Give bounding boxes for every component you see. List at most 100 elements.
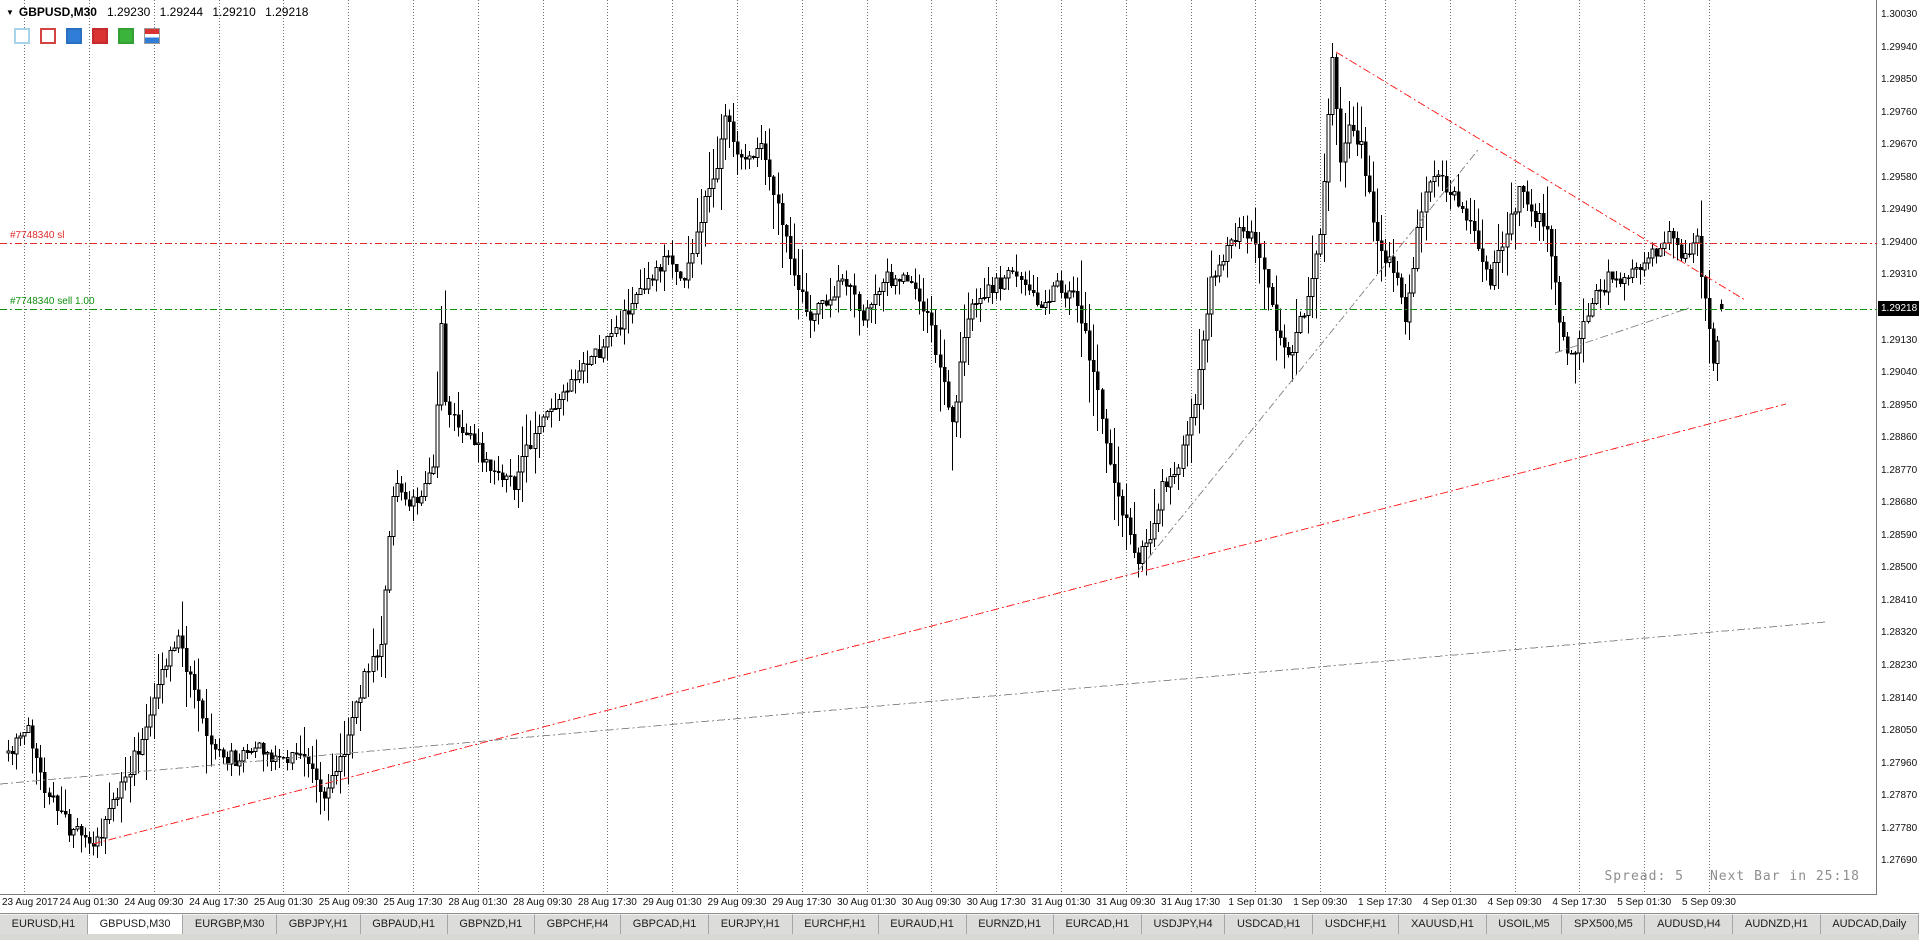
time-axis-label: 24 Aug 09:30 [124,897,184,908]
price-axis-label: 1.27870 [1881,790,1918,802]
time-axis-label: 4 Sep 09:30 [1487,897,1542,908]
chart-tab-eurgbp-m30[interactable]: EURGBP,M30 [183,914,278,934]
time-axis-label: 28 Aug 09:30 [513,897,573,908]
time-axis-label: 30 Aug 17:30 [966,897,1026,908]
time-axis-label: 5 Sep 01:30 [1617,897,1672,908]
chart-tab-eurnzd-h1[interactable]: EURNZD,H1 [966,914,1054,934]
time-axis-label: 24 Aug 17:30 [189,897,249,908]
toolbar-swatches [14,28,160,44]
swatch-striped-flag-icon[interactable] [144,28,160,44]
price-axis-label: 1.29760 [1881,106,1918,118]
chart-tab-gbpjpy-h1[interactable]: GBPJPY,H1 [277,914,361,934]
trendline-steep-ascending-gray[interactable] [1137,149,1479,572]
chart-tab-usoil-m5[interactable]: USOIL,M5 [1486,914,1563,934]
candle-wicks [8,43,1722,858]
chart-tab-eurjpy-h1[interactable]: EURJPY,H1 [709,914,793,934]
chart-symbol-title: GBPUSD,M30 [18,5,97,19]
time-axis-label: 1 Sep 17:30 [1358,897,1412,908]
time-axis-label: 30 Aug 09:30 [901,897,961,908]
time-axis-label: 25 Aug 09:30 [318,897,378,908]
swatch-solid-blue-icon[interactable] [66,28,82,44]
chart-tab-audnzd-h1[interactable]: AUDNZD,H1 [1733,914,1821,934]
time-axis-label: 4 Sep 17:30 [1552,897,1607,908]
time-axis-label: 29 Aug 01:30 [642,897,702,908]
chart-tab-gbpusd-m30[interactable]: GBPUSD,M30 [87,914,184,934]
current-price-badge: 1.29218 [1878,300,1919,316]
price-axis-label: 1.28230 [1881,660,1918,671]
swatch-outline-red-icon[interactable] [40,28,56,44]
time-axis-label: 28 Aug 01:30 [448,897,508,908]
chart-tabs-bar: EURUSD,H1 GBPUSD,M30 EURGBP,M30 GBPJPY,H1 GB… [0,913,1919,934]
price-axis-label: 1.28590 [1881,529,1918,541]
price-axis-label: 1.29940 [1881,41,1918,53]
trendline-minor-support-gray[interactable] [1554,307,1690,354]
time-axis-label: 29 Aug 17:30 [772,897,832,908]
chart-tab-usdchf-h1[interactable]: USDCHF,H1 [1313,914,1400,934]
time-axis-label: 31 Aug 01:30 [1031,897,1091,908]
price-axis-label: 1.28050 [1881,725,1918,737]
chart-tab-eurusd-h1[interactable]: EURUSD,H1 [0,914,88,934]
candlestick-chart [0,0,1877,895]
price-axis-label: 1.27780 [1881,822,1918,834]
chart-plot-area[interactable]: ▼ GBPUSD,M30 1.29230 1.29244 1.29210 1.2… [0,0,1877,895]
chart-tab-gbpnzd-h1[interactable]: GBPNZD,H1 [447,914,535,934]
chart-tab-spx500-m5[interactable]: SPX500,M5 [1562,914,1646,934]
price-axis-label: 1.27690 [1881,855,1918,867]
chart-tab-gbpchf-h4[interactable]: GBPCHF,H4 [535,914,622,934]
chart-tab-usdjpy-h4[interactable]: USDJPY,H4 [1141,914,1226,934]
price-axis-label: 1.27960 [1881,757,1918,769]
time-axis-label: 25 Aug 17:30 [383,897,443,908]
stoploss-line-label: #7748340 sl [10,229,65,241]
price-axis-label: 1.28770 [1881,464,1918,476]
price-axis-label: 1.29040 [1881,367,1918,379]
price-axis-label: 1.29310 [1881,269,1918,281]
chart-tab-audusd-h4[interactable]: AUDUSD,H4 [1645,914,1734,934]
time-axis-label: 1 Sep 01:30 [1228,897,1283,908]
candle-bodies-bull [6,56,1720,847]
spread-label: Spread: 5 [1604,869,1684,884]
trendline-rising-support-red[interactable] [92,403,1787,845]
swatch-solid-green-icon[interactable] [118,28,134,44]
time-axis-label: 30 Aug 01:30 [837,897,897,908]
chart-tab-xauusd-h1[interactable]: XAUUSD,H1 [1399,914,1487,934]
time-axis-label: 5 Sep 09:30 [1682,897,1736,908]
time-axis-label: 31 Aug 09:30 [1096,897,1156,908]
price-axis-label: 1.29130 [1881,334,1918,346]
swatch-outline-blue-icon[interactable] [14,28,30,44]
time-axis-label: 28 Aug 17:30 [577,897,637,908]
time-axis-label: 25 Aug 01:30 [253,897,313,908]
chart-tab-euraud-h1[interactable]: EURAUD,H1 [878,914,967,934]
price-axis-label: 1.29580 [1881,171,1918,183]
chart-tab-eurchf-h1[interactable]: EURCHF,H1 [792,914,879,934]
price-axis-label: 1.28950 [1881,399,1918,411]
time-axis-label: 24 Aug 01:30 [59,897,119,908]
chart-tab-gbpaud-h1[interactable]: GBPAUD,H1 [360,914,448,934]
trendline-shallow-channel-gray[interactable] [0,621,1827,785]
chart-title-row: ▼ GBPUSD,M30 1.29230 1.29244 1.29210 1.2… [6,5,308,19]
time-axis-label: 31 Aug 17:30 [1161,897,1221,908]
price-axis-label: 1.29400 [1881,236,1918,248]
chart-tab-usdcad-h1[interactable]: USDCAD,H1 [1225,914,1314,934]
chart-tab-eurcad-h1[interactable]: EURCAD,H1 [1053,914,1142,934]
time-axis[interactable]: 23 Aug 2017 24 Aug 01:30 24 Aug 09:30 24 Au… [0,896,1919,912]
candle-bodies-bear [10,57,1724,847]
chart-ohlc-values: 1.29230 1.29244 1.29210 1.29218 [106,5,309,19]
swatch-solid-red-icon[interactable] [92,28,108,44]
sell-line-label: #7748340 sell 1.00 [10,295,95,307]
time-axis-label: 4 Sep 01:30 [1422,897,1477,908]
price-axis[interactable]: 1.30030 1.29940 1.29850 1.29760 1.29670 1.295… [1878,0,1919,895]
price-axis-label: 1.28320 [1881,627,1918,639]
status-text: Spread: 5 Next Bar in 25:18 [1604,869,1860,884]
price-axis-label: 1.28140 [1881,692,1918,704]
chart-tab-gbpcad-h1[interactable]: GBPCAD,H1 [621,914,710,934]
price-axis-label: 1.28410 [1881,594,1918,606]
price-axis-label: 1.29670 [1881,139,1918,151]
price-axis-label: 1.28680 [1881,497,1918,509]
chart-tab-audcad-daily[interactable]: AUDCAD,Daily [1820,914,1919,934]
price-axis-label: 1.30030 [1881,9,1918,20]
time-axis-label: 23 Aug 2017 [2,897,59,908]
chart-menu-icon[interactable]: ▼ [6,8,14,17]
price-axis-label: 1.28860 [1881,432,1918,444]
time-axis-label: 1 Sep 09:30 [1293,897,1348,908]
